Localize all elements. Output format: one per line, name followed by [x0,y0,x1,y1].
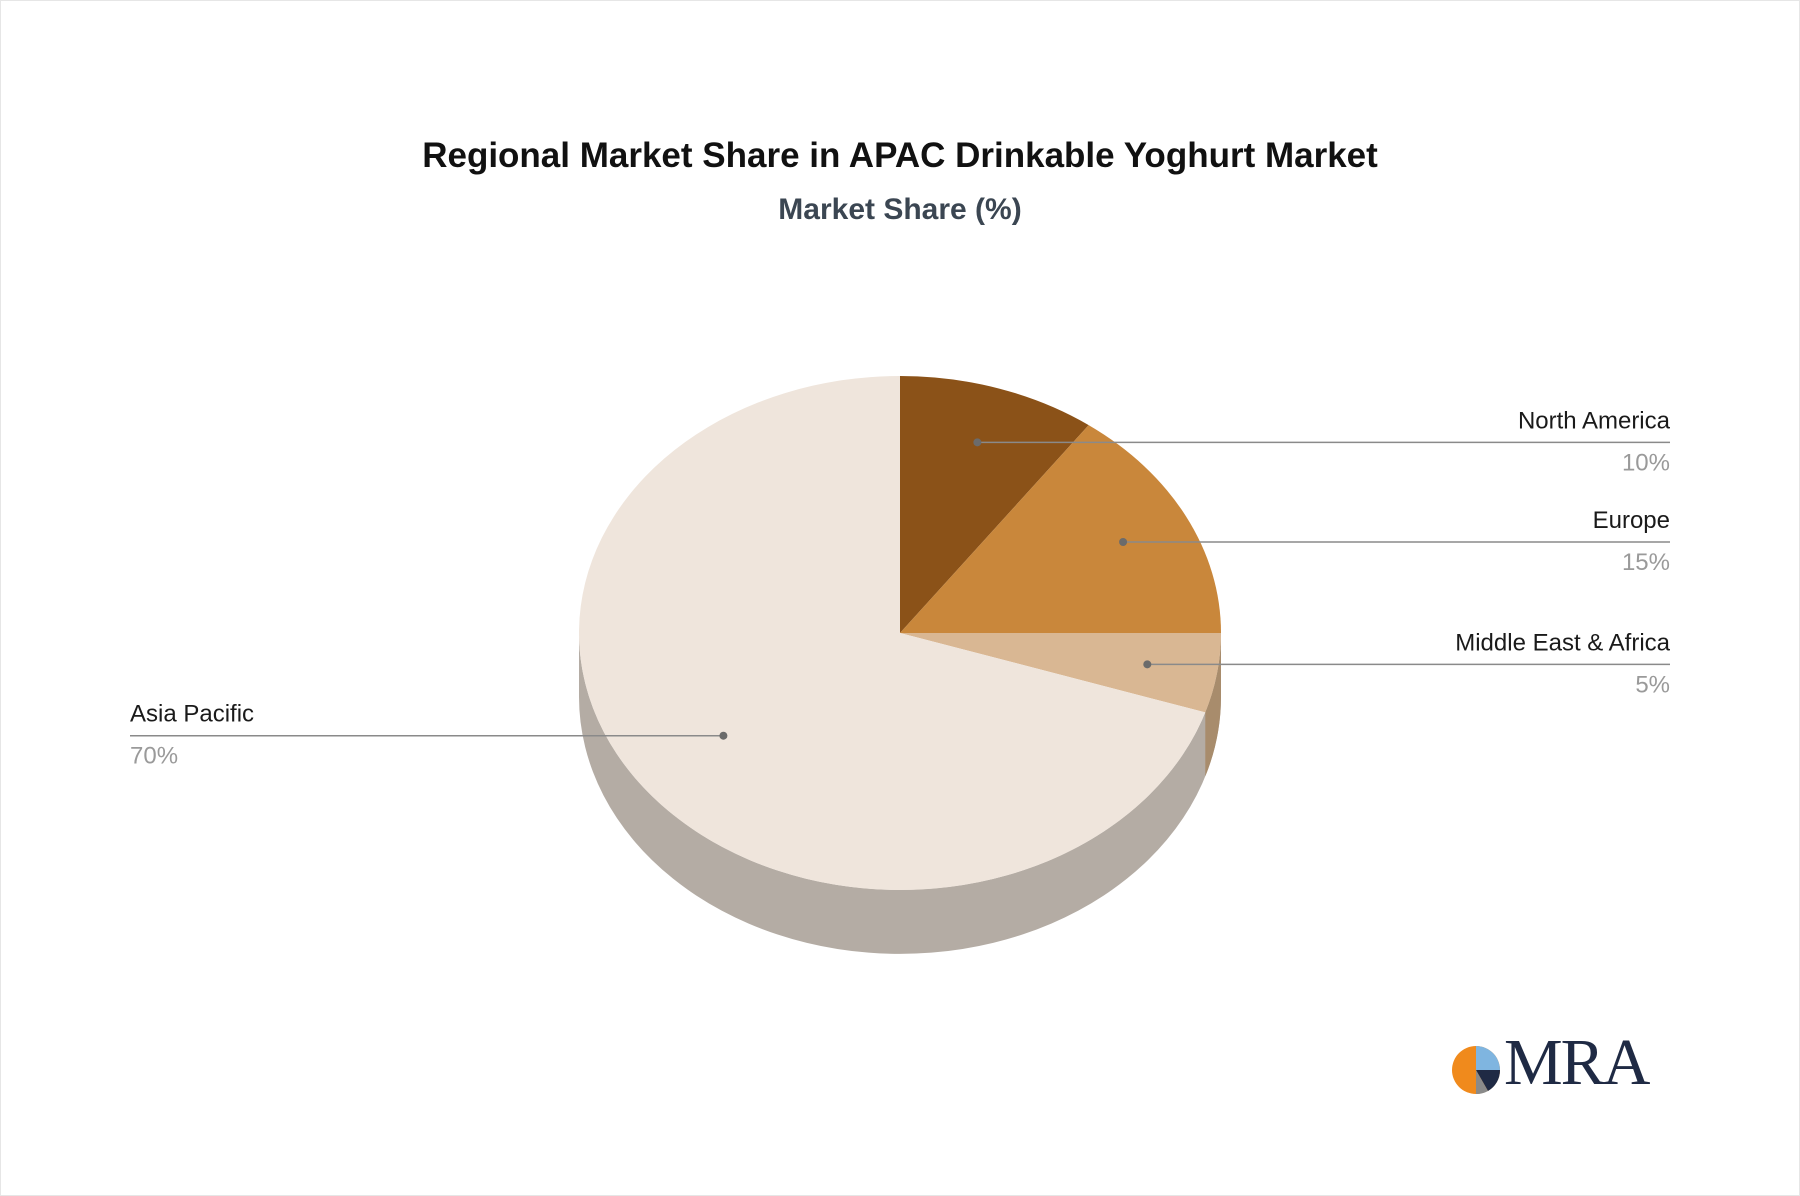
pie-slice[interactable] [900,376,1089,633]
pie-side-wall [579,633,1221,954]
pie-slice[interactable] [900,633,1221,713]
slice-label: Europe [1593,507,1670,534]
slice-label: Asia Pacific [130,701,254,728]
slice-value-label: 15% [1622,549,1670,576]
logo-navy-wedge-icon [1476,1070,1501,1091]
leader-dot [1143,660,1152,669]
pie-slice[interactable] [578,376,1206,890]
leader-dot [973,438,982,447]
mra-logo [1452,1046,1501,1095]
chart-subtitle: Market Share (%) [778,193,1022,226]
leader-dot [719,731,728,740]
slice-value-label: 10% [1622,449,1670,476]
leader-dot [1119,537,1128,546]
slice-label: North America [1518,407,1671,434]
pie-slice[interactable] [900,425,1221,633]
slice-value-label: 5% [1635,671,1670,698]
pie-labels-layer: North America 10% Europe 15% Middle East & A… [130,407,1671,770]
logo-blue-wedge-icon [1476,1046,1500,1070]
pie-side-segment [1205,633,1221,777]
pie-side-layer [579,633,1221,954]
chart-title: Regional Market Share in APAC Drinkable … [422,136,1378,175]
logo-text: MRA [1504,1026,1650,1099]
pie-top-layer [578,376,1221,890]
slice-value-label: 70% [130,743,178,770]
slice-label: Middle East & Africa [1455,629,1670,656]
logo-grey-wedge-icon [1476,1070,1488,1095]
